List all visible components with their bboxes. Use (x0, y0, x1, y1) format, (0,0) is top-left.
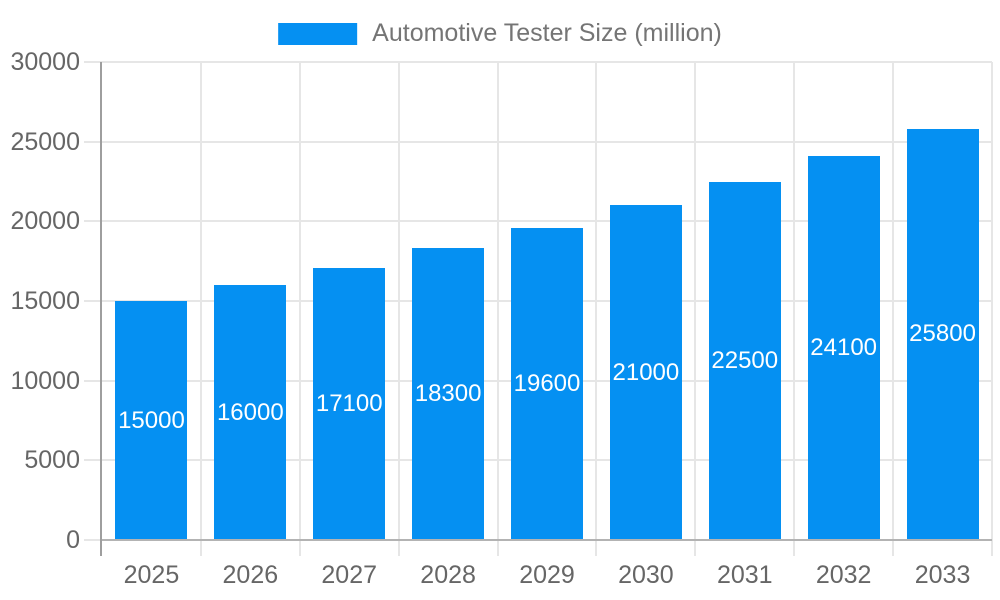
x-gridline (199, 62, 202, 556)
bar-2027: 17100 (313, 267, 386, 540)
chart-legend: Automotive Tester Size (million) (278, 19, 722, 48)
x-axis-baseline (102, 539, 992, 541)
bar-value-label: 22500 (711, 346, 779, 374)
x-gridline (496, 62, 499, 556)
y-axis-line (100, 62, 102, 556)
x-axis-tick-label: 2025 (123, 561, 180, 589)
bar-value-label: 25800 (909, 320, 976, 348)
bar-value-label: 18300 (414, 380, 482, 408)
x-gridline (298, 62, 301, 556)
bar-2025: 15000 (115, 301, 188, 540)
bar-value-label: 15000 (118, 406, 185, 434)
y-gridline (84, 220, 992, 223)
y-gridline (84, 140, 992, 143)
bar-2028: 18300 (412, 248, 485, 540)
y-axis-tick-label: 15000 (10, 287, 80, 315)
x-axis-tick-label: 2031 (716, 561, 773, 589)
x-gridline (694, 62, 697, 556)
x-gridline (793, 62, 796, 556)
x-axis-tick-label: 2027 (321, 561, 378, 589)
bar-2031: 22500 (708, 181, 781, 540)
y-axis-tick-label: 5000 (24, 446, 80, 475)
plot-area: 15000 16000 17100 18300 19600 21000 22500 24100… (84, 61, 993, 556)
bar-2029: 19600 (511, 227, 583, 540)
x-gridline (892, 62, 895, 556)
x-axis-tick-label: 2028 (420, 561, 476, 589)
y-axis-tick-label: 10000 (10, 366, 80, 395)
x-axis-tick-label: 2032 (815, 561, 872, 589)
bar-2026: 16000 (214, 285, 287, 540)
legend-swatch-icon (278, 22, 358, 45)
y-axis-tick-label: 25000 (10, 127, 80, 156)
bar-value-label: 19600 (513, 369, 581, 397)
x-gridline (991, 62, 993, 556)
bar-value-label: 16000 (216, 398, 284, 426)
bar-value-label: 24100 (810, 334, 878, 361)
legend-series-label: Automotive Tester Size (million) (372, 19, 722, 47)
y-axis-tick-label: 0 (66, 526, 80, 554)
y-axis-tick-label: 20000 (10, 207, 80, 236)
y-axis-tick-label: 30000 (10, 48, 80, 76)
x-axis-tick-label: 2033 (914, 561, 971, 589)
x-axis-tick-label: 2030 (618, 561, 674, 589)
bar-value-label: 17100 (315, 389, 383, 417)
x-axis-tick-label: 2026 (222, 561, 279, 589)
bar-value-label: 21000 (612, 358, 680, 386)
x-gridline (595, 62, 598, 556)
bar-2032: 24100 (807, 156, 880, 540)
x-axis-tick-label: 2029 (519, 561, 575, 589)
bar-2033: 25800 (906, 128, 979, 540)
y-gridline (84, 61, 992, 63)
x-gridline (397, 62, 400, 556)
bar-2030: 21000 (609, 205, 682, 540)
